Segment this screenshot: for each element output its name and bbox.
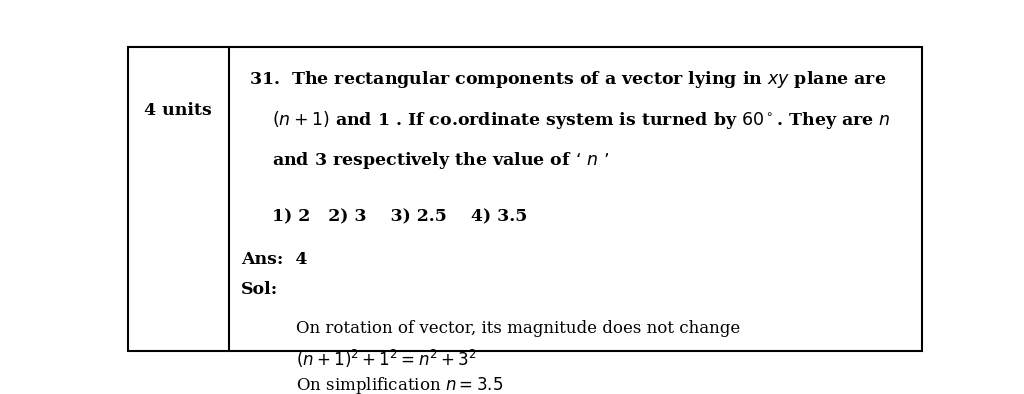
Text: On rotation of vector, its magnitude does not change: On rotation of vector, its magnitude doe…: [296, 320, 740, 337]
Text: $(n+1)^2 + 1^2 = n^2 + 3^2$: $(n+1)^2 + 1^2 = n^2 + 3^2$: [296, 348, 477, 370]
Text: 1) 2   2) 3    3) 2.5    4) 3.5: 1) 2 2) 3 3) 2.5 4) 3.5: [272, 208, 527, 225]
Text: 4 units: 4 units: [144, 102, 212, 119]
Text: On simplification $n = 3.5$: On simplification $n = 3.5$: [296, 375, 504, 394]
FancyBboxPatch shape: [128, 47, 922, 351]
Text: Sol:: Sol:: [241, 281, 278, 298]
Text: Ans:  4: Ans: 4: [241, 251, 307, 268]
Text: 31.  The rectangular components of a vector lying in $xy$ plane are: 31. The rectangular components of a vect…: [249, 69, 886, 89]
Text: and 3 respectively the value of ‘ $n$ ’: and 3 respectively the value of ‘ $n$ ’: [272, 151, 610, 171]
Text: $(n+1)$ and 1 . If co.ordinate system is turned by $60^\circ$. They are $n$: $(n+1)$ and 1 . If co.ordinate system is…: [272, 110, 891, 132]
